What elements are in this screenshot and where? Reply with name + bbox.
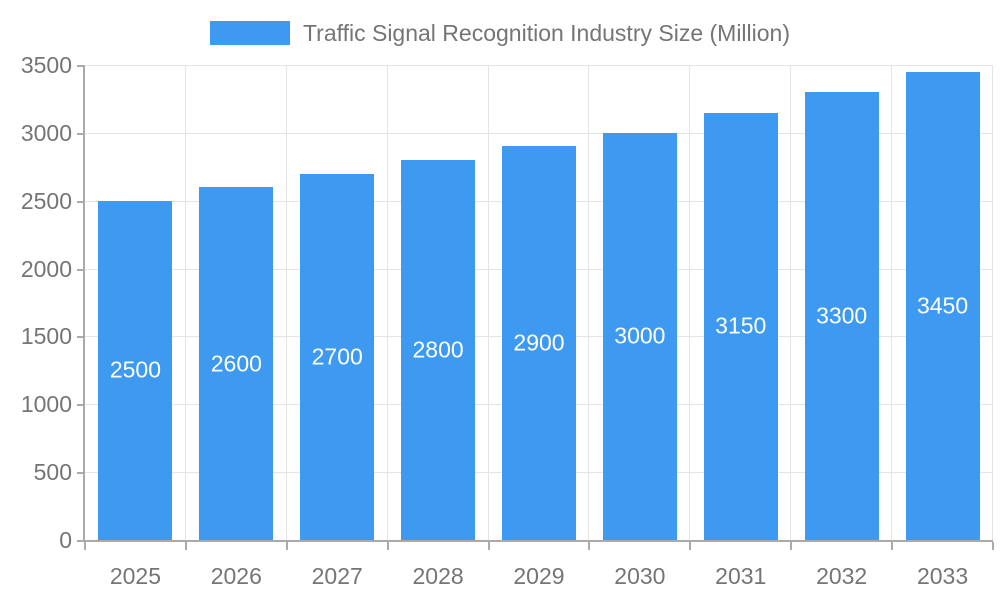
bar[interactable]: 2700 [300,173,375,540]
x-axis-label: 2033 [916,563,969,589]
bar[interactable]: 2900 [502,146,576,540]
v-gridline [487,65,489,540]
bar-value-label: 2500 [109,356,162,383]
v-gridline [790,65,792,540]
bar-value-label: 2600 [210,350,262,377]
y-axis-label: 0 [59,527,72,553]
y-tick [77,65,85,67]
bar[interactable]: 3300 [804,92,879,540]
bar-value-label: 3000 [614,322,666,349]
y-tick [77,200,85,203]
bar[interactable]: 2500 [98,200,173,540]
bar-value-label: 3450 [916,292,969,319]
y-tick [77,540,85,542]
x-tick [487,542,490,550]
x-tick [992,542,994,550]
x-axis-label: 2030 [614,563,666,589]
x-tick [285,542,288,550]
v-gridline [184,65,186,540]
x-axis-label: 2025 [109,563,162,589]
legend-swatch-icon [209,21,290,45]
y-axis-label: 2000 [20,255,72,282]
v-gridline [891,65,893,540]
bar-value-label: 2700 [311,343,363,370]
y-tick [77,336,85,339]
v-gridline [588,65,590,540]
legend[interactable]: Traffic Signal Recognition Industry Size… [0,19,1000,47]
bar-value-label: 3150 [715,312,767,339]
v-gridline [992,65,993,540]
h-gridline [85,132,993,134]
bar[interactable]: 3000 [602,132,677,540]
y-axis-label: 2500 [20,187,72,214]
bar[interactable]: 2600 [199,187,274,540]
x-tick [891,542,894,550]
bar[interactable]: 2800 [401,160,476,540]
y-tick [77,472,85,475]
h-gridline [85,65,993,66]
x-axis-label: 2026 [210,563,262,589]
bar[interactable]: 3450 [905,71,980,540]
x-tick [386,542,389,550]
y-axis-label: 3000 [20,119,72,146]
legend-label: Traffic Signal Recognition Industry Size… [302,19,791,46]
x-tick [588,542,591,550]
y-axis-label: 1500 [20,323,72,350]
bar-value-label: 2800 [412,336,464,363]
x-tick [184,542,187,550]
x-tick [689,542,692,550]
y-axis-label: 1000 [20,391,72,418]
y-tick [77,404,85,407]
y-axis-line [83,65,85,542]
bar-value-label: 3300 [816,302,868,329]
y-axis-label: 3500 [20,52,72,78]
x-axis-label: 2028 [412,563,464,589]
v-gridline [689,65,691,540]
x-axis-label: 2027 [311,563,363,589]
x-tick [790,542,793,550]
x-axis-label: 2029 [513,563,565,589]
y-axis-label: 500 [33,459,72,486]
bar[interactable]: 3150 [703,112,778,540]
x-axis-label: 2032 [816,563,868,589]
y-tick [77,268,85,271]
v-gridline [386,65,388,540]
plot-area: 2500 2600 2700 2800 2900 3000 3150 3300 3450 [85,65,993,540]
x-tick [84,542,86,550]
x-axis-line [85,540,993,542]
v-gridline [285,65,287,540]
bar-value-label: 2900 [513,329,565,356]
x-axis-label: 2031 [715,563,767,589]
y-tick [77,132,85,135]
